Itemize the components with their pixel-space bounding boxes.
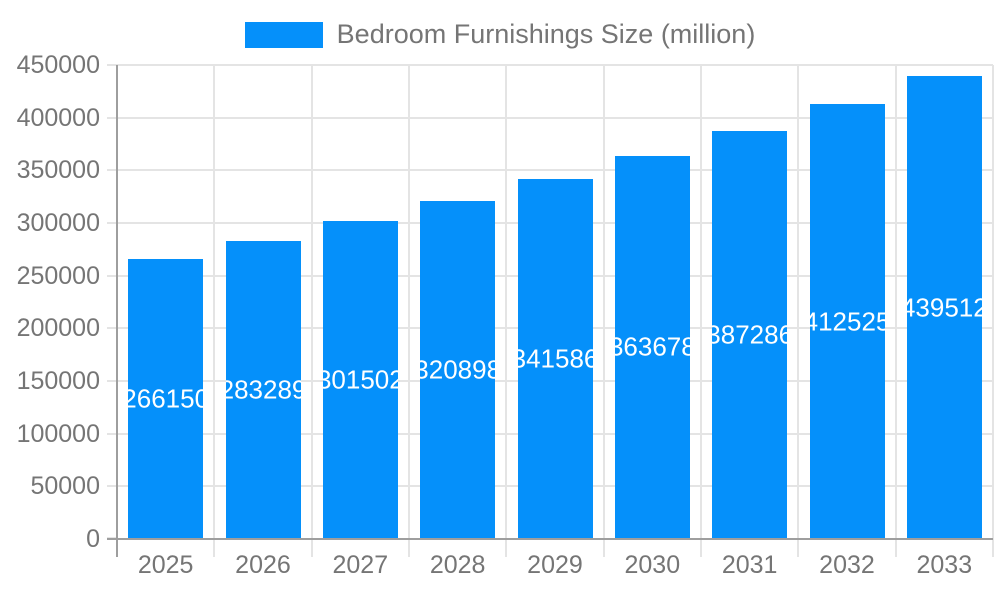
y-tick	[107, 485, 117, 488]
bar-value-label: 341586	[517, 343, 593, 374]
bar: 341586	[517, 179, 593, 539]
y-tick-label: 350000	[16, 156, 100, 185]
y-tick	[107, 169, 117, 172]
y-tick-label: 150000	[16, 367, 100, 395]
bar: 412525	[809, 104, 885, 539]
y-tick-label: 450000	[16, 51, 100, 79]
legend-label: Bedroom Furnishings Size (million)	[336, 19, 756, 49]
bar-value-label: 412525	[809, 306, 885, 337]
bar-value-label: 387286	[712, 319, 788, 350]
y-tick	[107, 432, 117, 435]
x-tick	[602, 539, 605, 557]
y-gridline	[117, 116, 993, 119]
x-axis-line	[107, 538, 993, 540]
x-gridline	[310, 65, 313, 539]
x-tick	[408, 539, 410, 557]
bar: 363678	[614, 155, 690, 539]
x-tick-label: 2030	[624, 551, 681, 579]
y-tick-label: 0	[86, 525, 100, 553]
x-gridline	[408, 65, 410, 539]
bar-value-label: 266150	[128, 383, 204, 414]
x-tick-label: 2031	[721, 551, 778, 579]
bar-value-label: 363678	[614, 331, 690, 362]
y-tick-label: 200000	[16, 314, 100, 343]
bar: 283289	[225, 240, 301, 539]
bar: 301502	[322, 221, 398, 539]
bar-value-label: 283289	[225, 374, 301, 405]
bar: 266150	[128, 258, 204, 539]
y-tick	[107, 116, 117, 119]
x-tick	[700, 539, 702, 557]
y-axis-line	[116, 65, 118, 557]
bar-value-label: 301502	[322, 364, 398, 395]
y-tick	[107, 380, 117, 382]
x-tick	[505, 539, 508, 557]
x-gridline	[894, 65, 897, 539]
legend[interactable]: Bedroom Furnishings Size (million)	[0, 19, 1000, 50]
bar: 387286	[712, 131, 788, 539]
y-tick-label: 400000	[16, 103, 100, 132]
y-tick	[107, 222, 117, 224]
x-tick-label: 2032	[819, 551, 875, 579]
x-gridline	[797, 65, 800, 539]
y-gridline	[117, 169, 993, 172]
x-tick	[310, 539, 313, 557]
y-tick-label: 300000	[16, 209, 100, 237]
y-tick	[107, 327, 117, 330]
plot-area: 266150 283289 301502 320898 341586 363678 3872…	[107, 64, 994, 557]
x-gridline	[505, 65, 508, 539]
x-tick	[992, 539, 994, 557]
y-tick-label: 50000	[30, 472, 100, 501]
bar-value-label: 320898	[420, 354, 496, 385]
x-tick-label: 2033	[916, 551, 973, 579]
x-tick-label: 2028	[429, 551, 486, 579]
y-tick-label: 100000	[16, 419, 100, 448]
x-gridline	[700, 65, 702, 539]
bars-layer: 266150 283289 301502 320898 341586 363678 3872…	[117, 65, 993, 539]
bar-value-label: 439512	[906, 292, 982, 323]
x-tick-label: 2026	[235, 551, 291, 579]
x-tick-label: 2027	[332, 551, 389, 579]
bar: 439512	[906, 76, 982, 539]
tick-layer	[117, 65, 994, 557]
x-tick	[894, 539, 897, 557]
x-tick	[797, 539, 800, 557]
y-gridline	[117, 64, 993, 66]
x-gridline	[213, 65, 216, 539]
x-gridline	[602, 65, 605, 539]
bar: 320898	[420, 201, 496, 539]
y-tick	[107, 274, 117, 277]
x-tick-label: 2029	[527, 551, 583, 579]
x-tick	[213, 539, 216, 557]
legend-swatch	[244, 21, 323, 48]
x-gridline	[992, 65, 994, 539]
x-tick-label: 2025	[137, 551, 194, 579]
y-tick	[107, 64, 117, 66]
y-tick-label: 250000	[16, 261, 100, 290]
